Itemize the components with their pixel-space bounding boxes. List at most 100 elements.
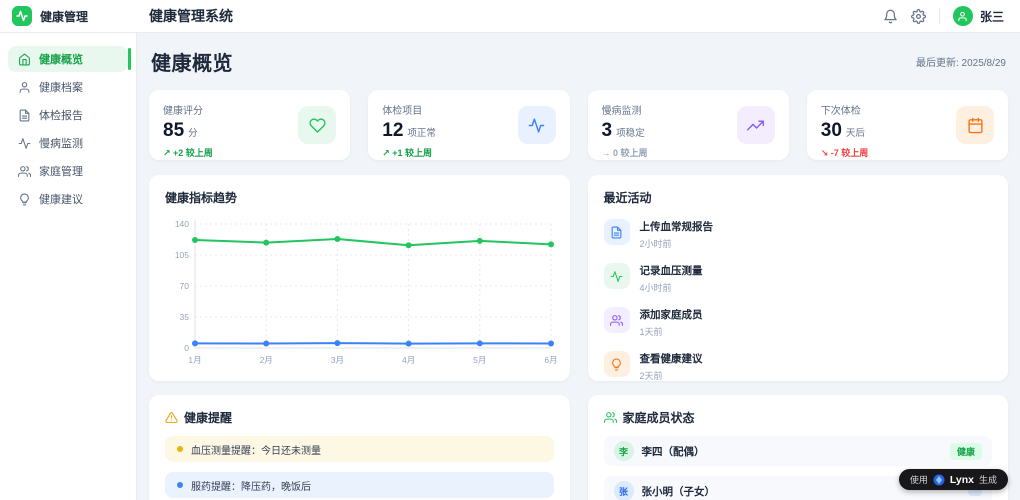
heart-icon bbox=[298, 106, 337, 144]
calendar-icon bbox=[956, 106, 994, 144]
family-status-card: 家庭成员状态 李 李四（配偶） 健康 张 张小明（子女） bbox=[587, 395, 1008, 500]
status-dot-icon bbox=[177, 446, 183, 452]
page-title: 健康概览 bbox=[151, 53, 233, 75]
watermark-suffix: 生成 bbox=[978, 475, 997, 485]
svg-text:6月: 6月 bbox=[544, 355, 557, 365]
bell-icon bbox=[883, 9, 898, 24]
stat-label: 体检项目 bbox=[382, 106, 423, 117]
reminder-text: 血压测量提醒：今日还未测量 bbox=[191, 445, 321, 457]
user-menu[interactable]: 张三 bbox=[952, 6, 1004, 26]
svg-text:1月: 1月 bbox=[188, 355, 201, 365]
member-name: 李四（配偶） bbox=[641, 445, 705, 458]
stat-delta: ↘ -7 较上周 bbox=[820, 148, 869, 158]
stat-card-next-checkup: 下次体检 30 天后 ↘ -7 较上周 bbox=[806, 90, 1008, 160]
svg-text:5月: 5月 bbox=[473, 355, 486, 365]
svg-text:0: 0 bbox=[184, 343, 189, 353]
stat-delta: ↗ +1 较上周 bbox=[382, 148, 433, 158]
activity-item-time: 1天前 bbox=[639, 327, 663, 337]
lynx-watermark-badge[interactable]: 使用 Lynx 生成 bbox=[898, 469, 1008, 490]
warning-triangle-icon bbox=[165, 411, 178, 424]
member-avatar: 张 bbox=[613, 481, 634, 500]
gear-icon bbox=[910, 8, 926, 24]
activity-item[interactable]: 查看健康建议 2天前 bbox=[603, 351, 993, 381]
home-icon bbox=[18, 53, 31, 66]
svg-text:70: 70 bbox=[180, 281, 190, 291]
activity-item-title: 上传血常规报告 bbox=[639, 221, 714, 233]
lynx-gem-icon bbox=[933, 474, 945, 486]
lightbulb-icon bbox=[18, 193, 31, 206]
reminder-item[interactable]: 服药提醒：降压药，晚饭后 bbox=[165, 472, 554, 498]
svg-text:140: 140 bbox=[175, 219, 189, 229]
activity-item[interactable]: 上传血常规报告 2小时前 bbox=[603, 219, 993, 250]
pulse-icon bbox=[18, 137, 31, 150]
user-avatar-icon bbox=[952, 6, 973, 26]
last-updated: 最后更新: 2025/8/29 bbox=[915, 58, 1006, 69]
svg-text:105: 105 bbox=[175, 250, 189, 260]
svg-text:3月: 3月 bbox=[331, 355, 344, 365]
sidebar-item-label: 健康概览 bbox=[39, 54, 83, 66]
member-status-badge: 健康 bbox=[949, 442, 982, 460]
sidebar-item-chronic-monitor[interactable]: 慢病监测 bbox=[8, 130, 128, 156]
user-name: 张三 bbox=[979, 9, 1004, 24]
activity-title: 最近活动 bbox=[603, 191, 652, 205]
activity-item-time: 4小时前 bbox=[639, 283, 672, 293]
watermark-prefix: 使用 bbox=[909, 475, 928, 485]
trend-chart: 0 35 70 105 140 1月 2月 3月 4月 5月 6月 bbox=[175, 219, 558, 365]
family-member-row[interactable]: 李 李四（配偶） 健康 bbox=[603, 436, 992, 466]
app-brand[interactable]: 健康管理 bbox=[0, 6, 137, 26]
family-title: 家庭成员状态 bbox=[622, 411, 695, 425]
svg-text:4月: 4月 bbox=[402, 355, 415, 365]
user-icon bbox=[18, 81, 31, 94]
status-dot-icon bbox=[177, 482, 183, 488]
svg-text:35: 35 bbox=[180, 312, 190, 322]
sidebar-item-overview[interactable]: 健康概览 bbox=[8, 46, 131, 72]
users-icon bbox=[603, 411, 617, 424]
stat-value: 3 bbox=[601, 120, 613, 141]
sidebar-item-label: 健康档案 bbox=[39, 82, 83, 94]
sidebar-item-family[interactable]: 家庭管理 bbox=[8, 158, 128, 184]
sidebar-item-label: 体检报告 bbox=[39, 110, 83, 122]
stats-row: 健康评分 85 分 ↗ +2 较上周 体检项目 12 项正常 ↗ +1 较上周 bbox=[149, 90, 1008, 160]
stat-card-health-score: 健康评分 85 分 ↗ +2 较上周 bbox=[149, 90, 351, 160]
users-icon bbox=[18, 165, 31, 178]
activity-item-time: 2天前 bbox=[639, 371, 663, 381]
sidebar-item-advice[interactable]: 健康建议 bbox=[8, 186, 128, 212]
settings-button[interactable] bbox=[910, 8, 926, 24]
pulse-icon bbox=[603, 263, 630, 289]
sidebar: 健康概览 健康档案 体检报告 慢病监测 家庭管理 健康建议 bbox=[0, 33, 137, 500]
stat-unit: 项稳定 bbox=[616, 128, 645, 139]
sidebar-item-label: 健康建议 bbox=[39, 194, 83, 206]
stat-delta: → 0 较上周 bbox=[601, 148, 648, 158]
pulse-logo-icon bbox=[12, 6, 32, 26]
health-reminders-card: 健康提醒 血压测量提醒：今日还未测量 服药提醒：降压药，晚饭后 运动目标：今日已… bbox=[149, 395, 570, 500]
stat-card-checkup-items: 体检项目 12 项正常 ↗ +1 较上周 bbox=[368, 90, 570, 160]
svg-text:2月: 2月 bbox=[260, 355, 273, 365]
lightbulb-icon bbox=[603, 351, 630, 377]
sidebar-item-checkup-reports[interactable]: 体检报告 bbox=[8, 102, 128, 128]
activity-item-time: 2小时前 bbox=[639, 239, 672, 249]
app-title: 健康管理系统 bbox=[149, 8, 233, 24]
reminder-text: 服药提醒：降压药，晚饭后 bbox=[191, 481, 311, 493]
document-icon bbox=[603, 219, 630, 245]
reminder-item[interactable]: 血压测量提醒：今日还未测量 bbox=[165, 436, 554, 462]
trend-chart-card: 健康指标趋势 0 35 70 105 140 1月 2月 3月 4月 5月 6月 bbox=[149, 175, 570, 381]
stat-unit: 分 bbox=[188, 128, 198, 139]
stat-label: 健康评分 bbox=[163, 106, 203, 117]
notifications-button[interactable] bbox=[883, 9, 898, 24]
activity-item[interactable]: 添加家庭成员 1天前 bbox=[603, 307, 993, 338]
pulse-icon bbox=[517, 106, 556, 144]
document-icon bbox=[18, 109, 31, 122]
stat-unit: 天后 bbox=[845, 128, 865, 139]
sidebar-item-label: 慢病监测 bbox=[39, 138, 83, 150]
brand-name: 健康管理 bbox=[40, 9, 89, 24]
sidebar-item-records[interactable]: 健康档案 bbox=[8, 74, 128, 100]
stat-value: 30 bbox=[820, 120, 842, 141]
member-avatar: 李 bbox=[613, 441, 634, 461]
reminders-title: 健康提醒 bbox=[184, 411, 233, 425]
chart-title: 健康指标趋势 bbox=[165, 191, 238, 205]
activity-item[interactable]: 记录血压测量 4小时前 bbox=[603, 263, 993, 294]
users-icon bbox=[603, 307, 630, 333]
stat-unit: 项正常 bbox=[407, 128, 436, 139]
top-header: 健康管理 健康管理系统 张三 bbox=[0, 0, 1020, 33]
header-divider bbox=[938, 8, 940, 24]
